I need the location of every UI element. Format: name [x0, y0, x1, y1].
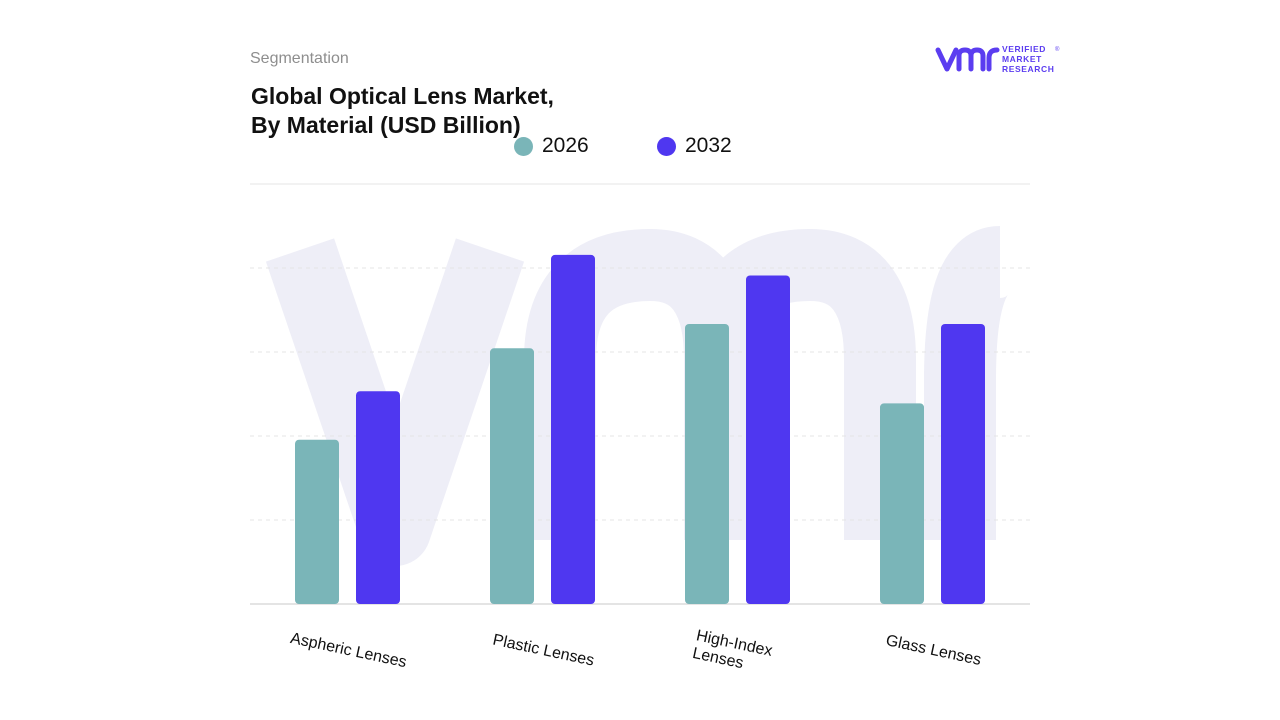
legend-label-2026: 2026 — [542, 134, 589, 157]
x-tick-label-line: Plastic Lenses — [491, 632, 595, 670]
x-axis-labels: Aspheric Lenses Plastic Lenses High-IndexL… — [289, 627, 983, 677]
x-tick-label: Glass Lenses — [884, 632, 982, 669]
bars — [295, 254, 985, 604]
bar-2026-plastic-lenses — [490, 348, 534, 604]
chart-title-line-1: Global Optical Lens Market, — [251, 83, 554, 109]
legend-item-2026: 2026 — [514, 134, 589, 158]
bar-2032-aspheric-lenses — [356, 391, 400, 604]
x-tick-label-line: Glass Lenses — [884, 632, 982, 669]
bar-2032-high-index-lenses — [746, 275, 790, 604]
logo-text-market: MARKET — [1002, 54, 1042, 64]
legend: 2026 2032 — [0, 134, 1280, 162]
x-tick-label-line: Aspheric Lenses — [289, 630, 408, 671]
logo-text-verified: VERIFIED — [1002, 44, 1046, 54]
bar-2032-plastic-lenses — [551, 254, 595, 604]
legend-label-2032: 2032 — [685, 134, 732, 157]
x-tick-label: Plastic Lenses — [491, 632, 595, 670]
legend-item-2032: 2032 — [657, 134, 732, 158]
x-tick-label: Aspheric Lenses — [289, 630, 408, 671]
chart-title: Global Optical Lens Market, By Material … — [251, 82, 554, 140]
vmr-logo: VERIFIED ® MARKET RESEARCH — [935, 44, 1060, 74]
chart-title-line-2: By Material (USD Billion) — [251, 112, 521, 138]
vmr-logo-mark — [935, 47, 1000, 72]
bar-2026-aspheric-lenses — [295, 439, 339, 604]
logo-text-research: RESEARCH — [1002, 64, 1055, 74]
bar-2026-high-index-lenses — [685, 324, 729, 604]
legend-swatch-2032 — [657, 136, 676, 156]
legend-swatch-2026 — [514, 136, 533, 156]
bar-2032-glass-lenses — [941, 324, 985, 604]
x-tick-label: High-IndexLenses — [691, 627, 774, 677]
segmentation-label: Segmentation — [250, 50, 349, 67]
bar-2026-glass-lenses — [880, 403, 924, 604]
logo-registered-mark: ® — [1055, 46, 1060, 53]
